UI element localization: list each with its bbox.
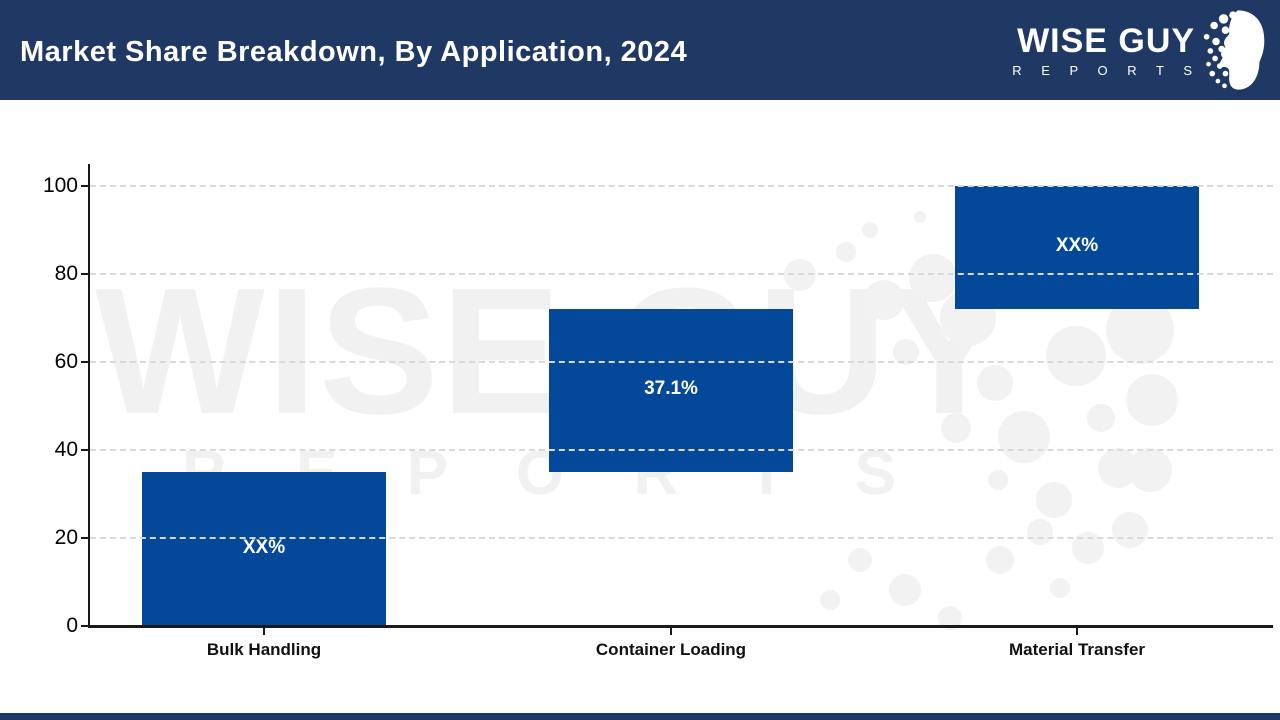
bar-value-label: XX% [242, 537, 286, 558]
watermark-face-icon [784, 211, 1178, 630]
y-tick-mark [81, 273, 89, 275]
y-axis-line [88, 164, 90, 627]
y-tick-label: 40 [54, 438, 78, 461]
x-category-label: Container Loading [595, 640, 747, 659]
bar: XX% [955, 186, 1199, 309]
x-tick-mark [670, 626, 672, 635]
y-tick-label: 100 [42, 174, 78, 197]
bar: 37.1% [549, 308, 793, 472]
gridline [90, 273, 1273, 275]
x-tick-mark [263, 626, 265, 635]
logo-subtitle: R E P O R T S [1012, 63, 1200, 78]
x-category-label: Bulk Handling [206, 640, 322, 659]
x-tick-mark [1076, 626, 1078, 635]
y-tick-mark [81, 625, 89, 627]
x-axis-line [88, 625, 1273, 628]
y-tick-label: 80 [54, 262, 78, 285]
y-tick-mark [81, 537, 89, 539]
header-bar: Market Share Breakdown, By Application, … [0, 0, 1280, 100]
logo-text: WISE GUY R E P O R T S [1012, 22, 1200, 78]
y-tick-label: 60 [54, 350, 78, 373]
logo-face-icon [1203, 10, 1265, 90]
logo-wordmark: WISE GUY [1017, 22, 1196, 60]
footer-bar [0, 713, 1280, 720]
bar-value-label: 37.1% [644, 378, 698, 400]
bar-value-label: XX% [1055, 235, 1099, 257]
bar: XX% [142, 472, 386, 626]
gridline [90, 449, 1273, 451]
gridline [90, 185, 1273, 187]
y-tick-mark [81, 185, 89, 187]
x-category-label: Material Transfer [1008, 640, 1146, 659]
y-tick-mark [81, 361, 89, 363]
y-tick-label: 0 [66, 614, 78, 637]
y-tick-label: 20 [54, 526, 78, 549]
gridline [90, 361, 1273, 363]
y-tick-mark [81, 449, 89, 451]
wiseguy-logo: WISE GUY R E P O R T S [1010, 6, 1266, 94]
chart-title: Market Share Breakdown, By Application, … [20, 36, 688, 68]
plot-area: XX% 37.1% XX% 0 20 40 60 80 100 Bulk Handling Co… [0, 100, 1280, 713]
gridline [90, 537, 1273, 539]
